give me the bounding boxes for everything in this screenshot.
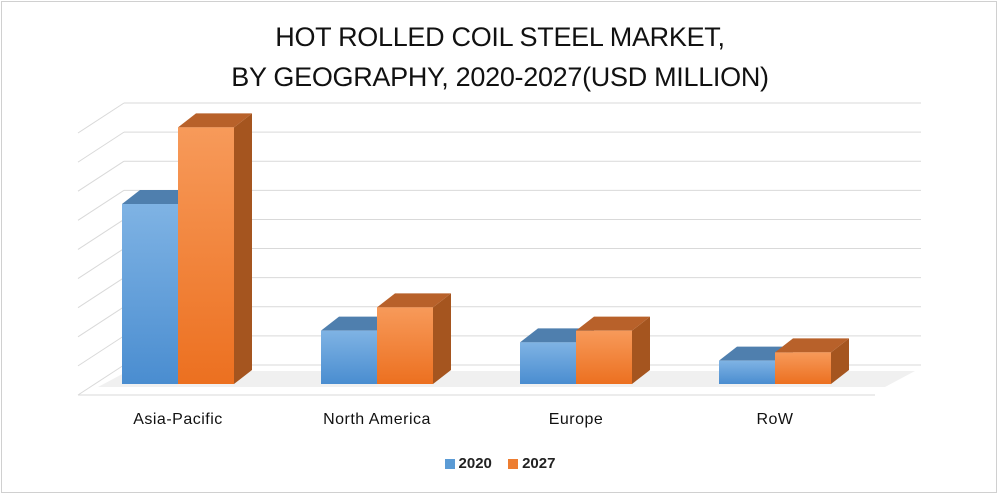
- gridline-side-6: [77, 189, 125, 221]
- chart-title-line-2: BY GEOGRAPHY, 2020-2027(USD MILLION): [231, 62, 769, 92]
- bar-side: [433, 293, 451, 384]
- bar-top: [576, 316, 650, 331]
- legend: 2020 2027: [0, 455, 1000, 473]
- legend-label-2027: 2027: [522, 455, 556, 472]
- bar-front: [377, 307, 433, 384]
- bar-north-america-2027: [377, 293, 451, 384]
- bar-row-2027: [775, 338, 849, 384]
- bar-front: [321, 330, 377, 384]
- category-label-1: North America: [323, 411, 431, 428]
- category-label-2: Europe: [549, 411, 604, 428]
- bar-front: [178, 127, 234, 384]
- bar-front: [520, 342, 576, 384]
- chart-title-line-1: HOT ROLLED COIL STEEL MARKET,: [275, 22, 725, 52]
- floor-shadow: [98, 371, 915, 387]
- gridline-side-5: [77, 219, 125, 250]
- bar-top: [775, 338, 849, 353]
- bar-top: [377, 293, 451, 308]
- bar-asia-pacific-2027: [178, 113, 252, 384]
- gridline-side-2: [77, 306, 125, 338]
- bar-top: [520, 328, 594, 343]
- gridline-side-3: [77, 277, 125, 309]
- legend-swatch-2027: [508, 458, 519, 469]
- bar-side: [234, 113, 252, 384]
- bar-side: [831, 338, 849, 384]
- gridline-side-0: [77, 364, 125, 396]
- legend-swatch-2020: [444, 458, 455, 469]
- bar-front: [719, 360, 775, 384]
- category-label-3: RoW: [756, 411, 793, 428]
- bar-europe-2027: [576, 316, 650, 384]
- bar-top: [719, 346, 793, 361]
- gridline-side-8: [77, 131, 125, 163]
- bar-top: [178, 113, 252, 128]
- bar-side: [632, 316, 650, 384]
- gridline-side-1: [77, 335, 125, 367]
- legend-item-2027: 2027: [508, 455, 555, 472]
- category-label-0: Asia-Pacific: [133, 411, 223, 428]
- bar-top: [321, 316, 395, 331]
- legend-item-2020: 2020: [444, 455, 492, 472]
- bar-front: [122, 204, 178, 384]
- gridline-side-4: [77, 248, 125, 279]
- bar-front: [576, 330, 632, 384]
- gridline-side-7: [77, 160, 125, 192]
- legend-label-2020: 2020: [458, 455, 492, 472]
- bar-front: [775, 352, 831, 384]
- bar-top: [122, 190, 196, 204]
- gridline-side-9: [77, 102, 125, 134]
